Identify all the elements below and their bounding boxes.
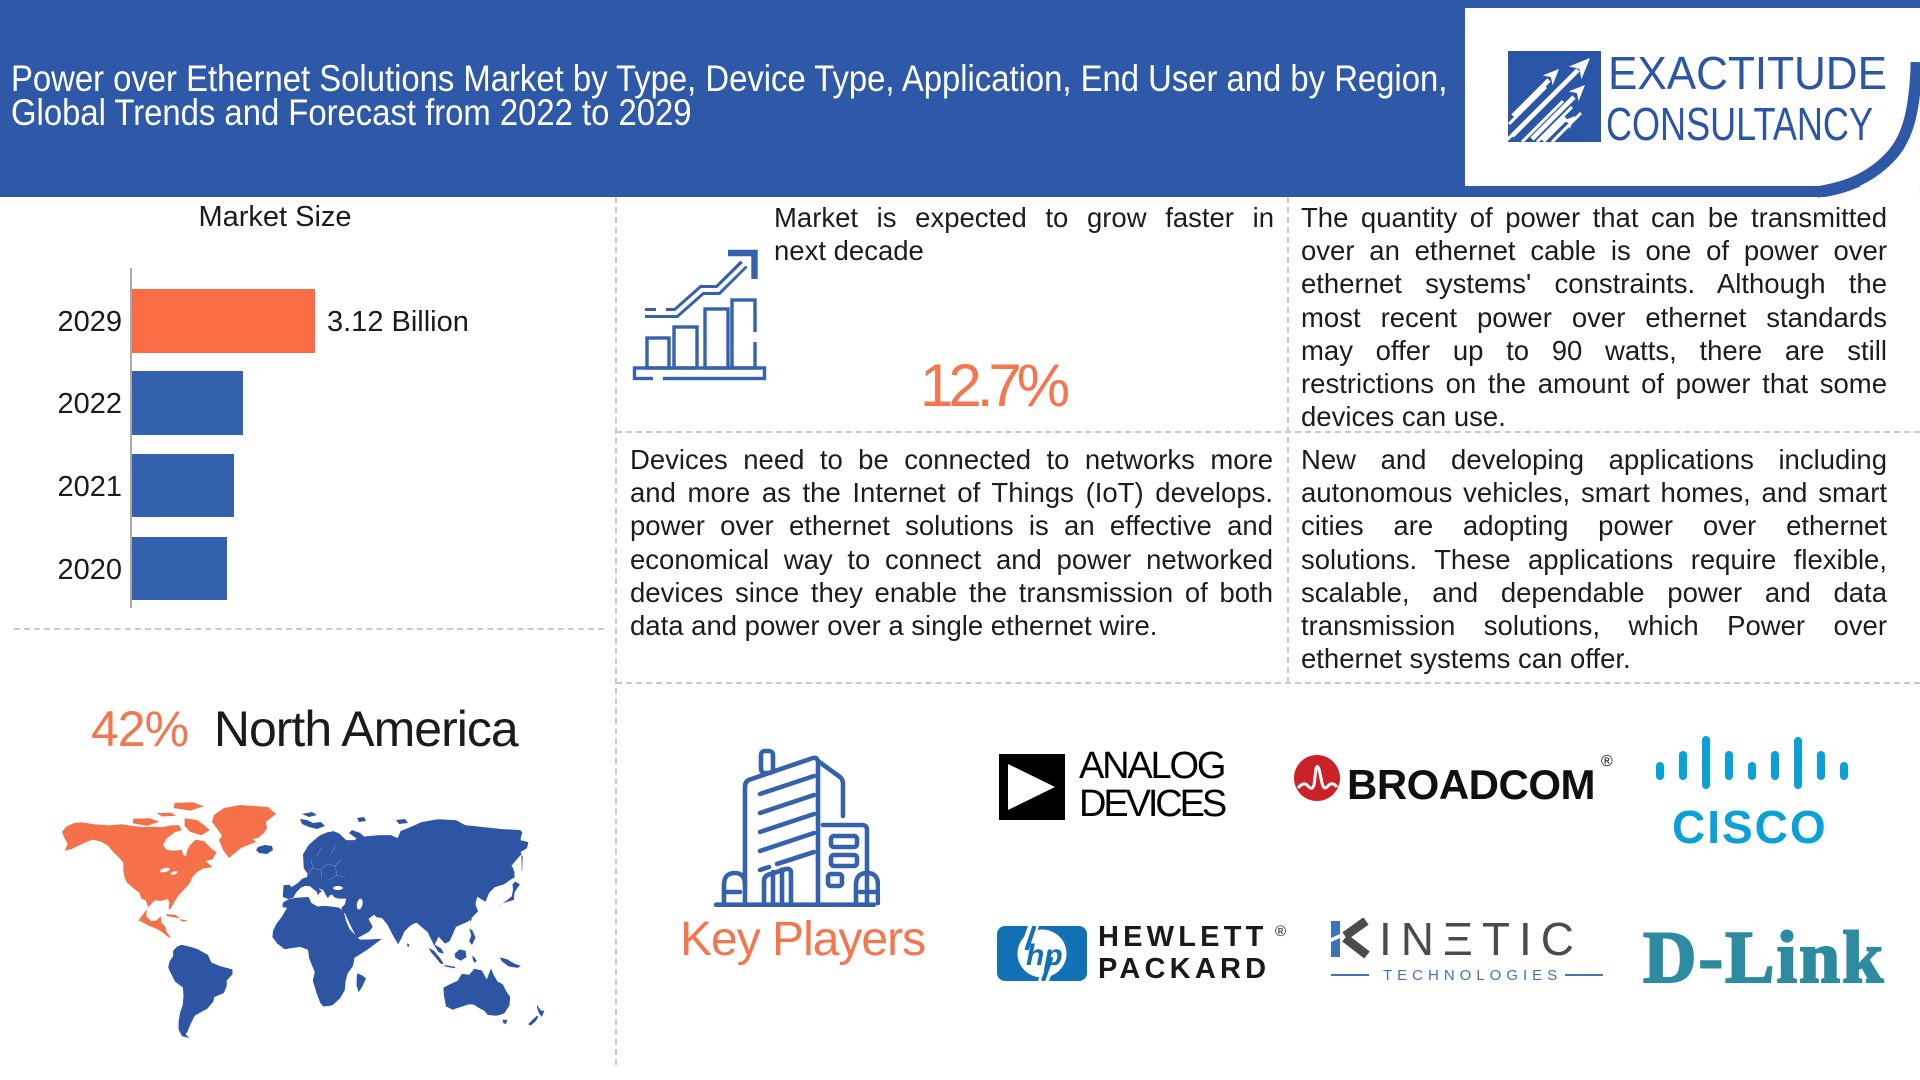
- svg-text:EXACTITUDE: EXACTITUDE: [1608, 47, 1887, 99]
- svg-text:TECHNOLOGIES: TECHNOLOGIES: [1383, 967, 1562, 984]
- svg-text:hp: hp: [1026, 939, 1063, 972]
- svg-text:INΞTIC: INΞTIC: [1379, 918, 1583, 965]
- svg-text:CONSULTANCY: CONSULTANCY: [1606, 98, 1873, 150]
